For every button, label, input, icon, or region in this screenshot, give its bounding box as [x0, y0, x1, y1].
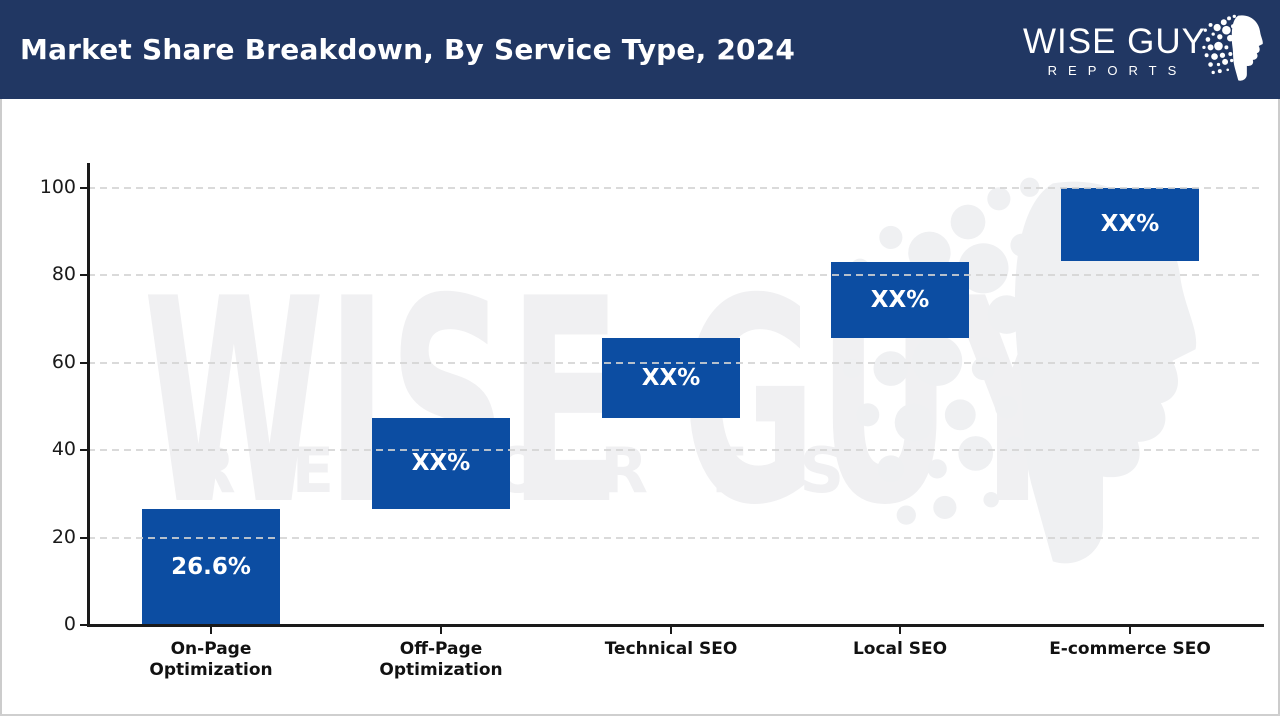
bar-value-label: XX% [641, 364, 701, 391]
y-axis-tick-label: 0 [63, 613, 76, 635]
y-axis-tick-label: 40 [51, 438, 76, 460]
y-axis-tick [80, 536, 88, 539]
category-label-line: On-Page [170, 639, 252, 659]
x-axis-category-label: E-commerce SEO [1020, 639, 1240, 660]
bar-value-label: XX% [870, 286, 930, 313]
y-axis-tick [80, 186, 88, 189]
y-axis-tick-label: 60 [51, 350, 76, 373]
category-label-line: E-commerce SEO [1049, 639, 1211, 659]
gridline [88, 449, 1264, 451]
x-axis-tick [899, 626, 901, 634]
x-axis-tick [1129, 626, 1131, 634]
y-axis-tick [80, 361, 88, 364]
gridline [88, 274, 1264, 276]
watermark-head-icon [842, 177, 1197, 564]
x-axis-category-label: On-Page Optimization [101, 639, 321, 681]
bar-value-label: 26.6% [171, 553, 251, 580]
x-axis-line [87, 624, 1264, 627]
y-axis-tick-label: 80 [51, 263, 76, 285]
bar-value-label: XX% [411, 450, 471, 477]
y-axis-line [87, 163, 90, 627]
x-axis-tick [440, 626, 442, 634]
gridline [88, 536, 1264, 539]
bar-segment-5: XX% [1061, 187, 1199, 262]
y-axis-tick-label: 100 [39, 175, 76, 198]
x-axis-category-label: Off-Page Optimization [331, 639, 551, 681]
gridline [88, 361, 1264, 364]
logo-text: WISE GUY REPORTS [1022, 21, 1206, 78]
x-axis-tick [210, 626, 212, 634]
bar-segment-3: XX% [602, 338, 740, 418]
dotted-head-profile-icon [1202, 14, 1263, 81]
category-label-line: Optimization [149, 660, 273, 680]
category-label-line: Optimization [379, 660, 503, 680]
y-axis-tick [80, 274, 88, 276]
y-axis-tick [80, 449, 88, 451]
x-axis-tick [670, 626, 672, 634]
bar-segment-2: XX% [372, 418, 510, 509]
gridline [88, 186, 1264, 189]
logo-subtitle: REPORTS [1047, 62, 1188, 78]
logo-name: WISE GUY [1022, 21, 1206, 61]
category-label-line: Off-Page [399, 639, 483, 659]
x-axis-category-label: Technical SEO [561, 639, 781, 660]
wise-guy-reports-logo: WISE GUY REPORTS [1023, 4, 1266, 96]
panel-bottom-border [0, 714, 1280, 716]
page-title: Market Share Breakdown, By Service Type,… [20, 33, 796, 66]
category-label-line: Technical SEO [604, 639, 738, 659]
y-axis-tick [80, 624, 88, 626]
bar-segment-1: 26.6% [142, 508, 280, 625]
header-bar: Market Share Breakdown, By Service Type,… [0, 0, 1280, 99]
x-axis-category-label: Local SEO [790, 639, 1010, 660]
category-label-line: Local SEO [852, 639, 948, 659]
watermark-subtext: REPORTS [188, 434, 901, 507]
y-axis-tick-label: 20 [51, 525, 76, 548]
bar-value-label: XX% [1100, 211, 1160, 238]
